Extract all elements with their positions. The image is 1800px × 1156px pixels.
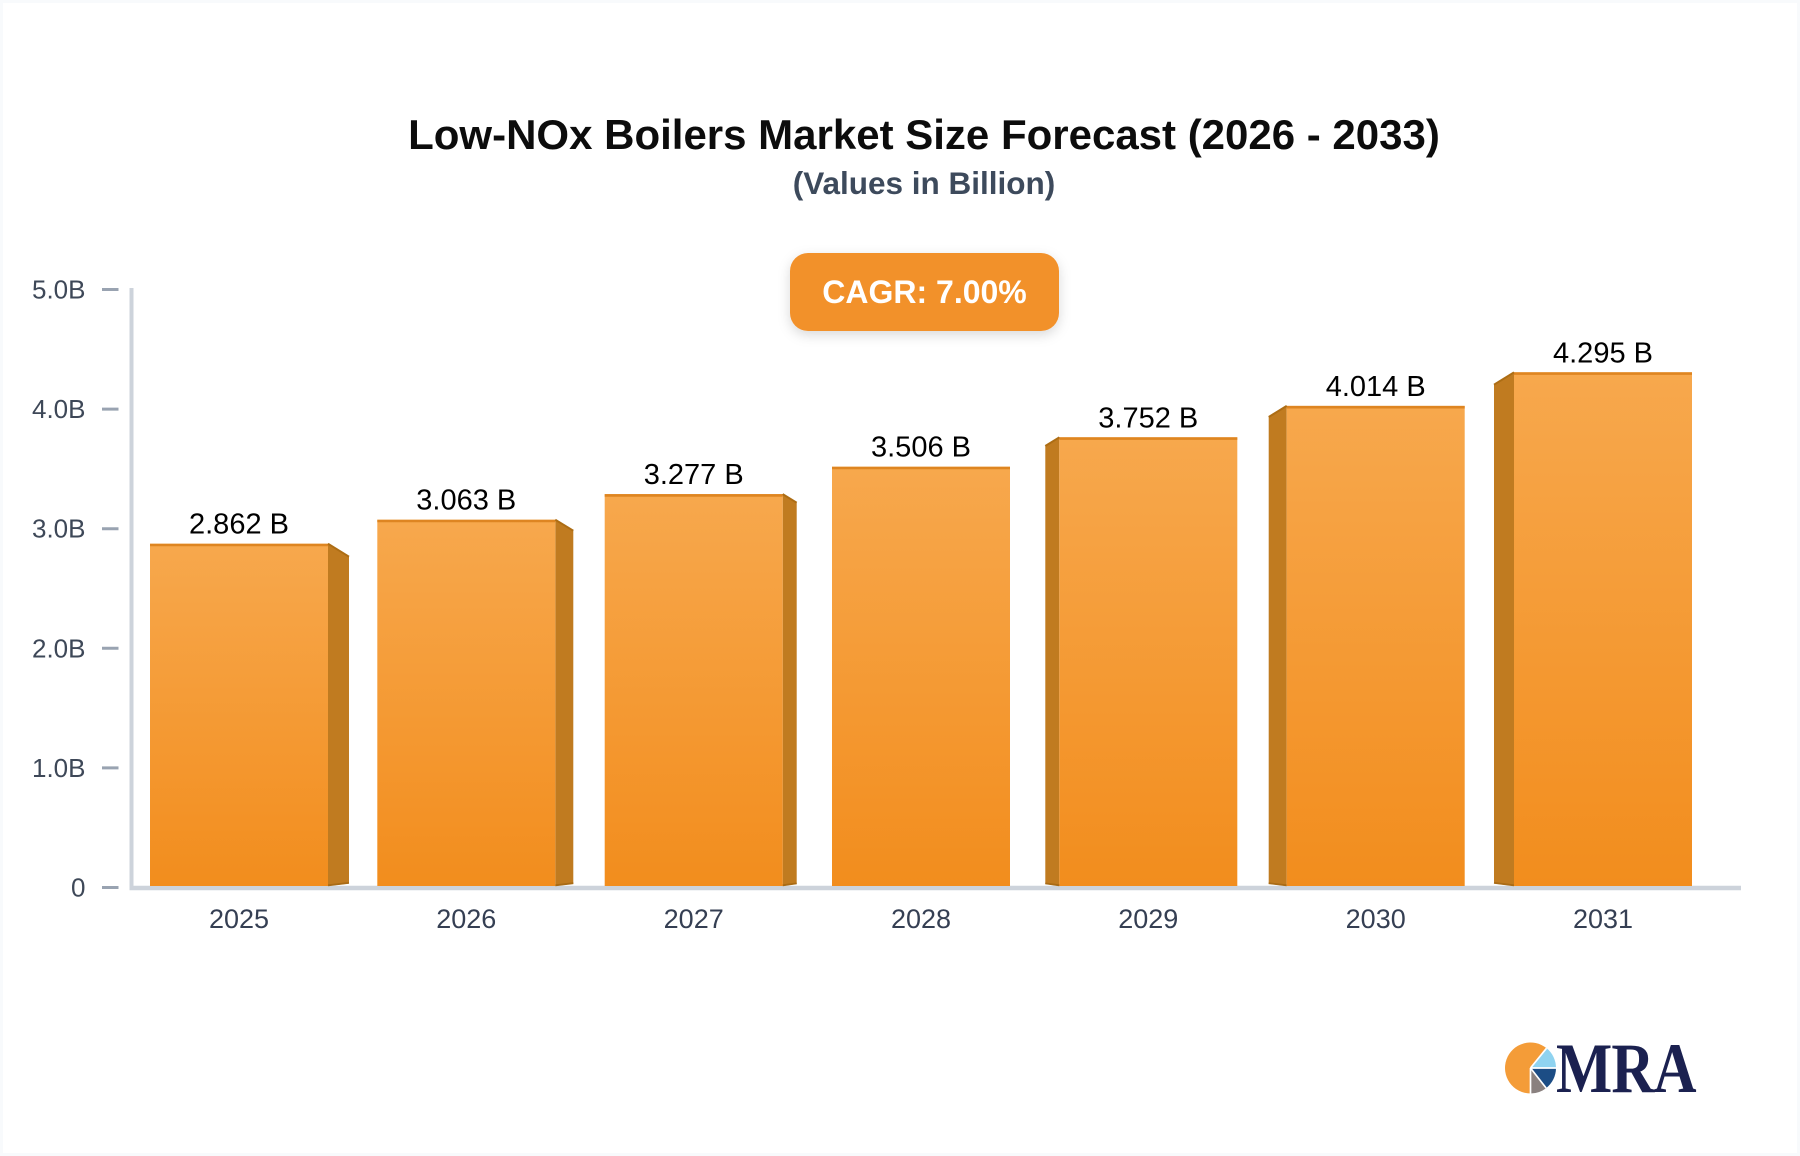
svg-text:2031: 2031 <box>1573 904 1633 934</box>
svg-text:3.277 B: 3.277 B <box>644 459 744 491</box>
svg-text:2.0B: 2.0B <box>32 633 86 663</box>
svg-text:4.295 B: 4.295 B <box>1553 337 1653 369</box>
svg-text:4.014 B: 4.014 B <box>1326 371 1426 403</box>
svg-text:MRA: MRA <box>1556 1030 1696 1108</box>
svg-text:2025: 2025 <box>209 904 269 934</box>
svg-text:(Values in Billion): (Values in Billion) <box>793 165 1056 201</box>
svg-text:1.0B: 1.0B <box>32 753 86 783</box>
svg-text:3.063 B: 3.063 B <box>416 485 516 517</box>
svg-text:3.0B: 3.0B <box>32 514 86 544</box>
svg-text:2029: 2029 <box>1118 904 1178 934</box>
svg-text:3.752 B: 3.752 B <box>1098 402 1198 434</box>
svg-text:5.0B: 5.0B <box>32 275 86 305</box>
svg-text:2027: 2027 <box>664 904 724 934</box>
svg-text:4.0B: 4.0B <box>32 394 86 424</box>
svg-text:Low-NOx Boilers Market Size Fo: Low-NOx Boilers Market Size Forecast (20… <box>408 111 1440 158</box>
svg-text:2.862 B: 2.862 B <box>189 509 289 541</box>
svg-text:2026: 2026 <box>436 904 496 934</box>
svg-text:2028: 2028 <box>891 904 951 934</box>
svg-text:0: 0 <box>71 873 85 903</box>
svg-text:CAGR: 7.00%: CAGR: 7.00% <box>822 274 1027 310</box>
svg-text:2030: 2030 <box>1346 904 1406 934</box>
svg-text:3.506 B: 3.506 B <box>871 432 971 464</box>
